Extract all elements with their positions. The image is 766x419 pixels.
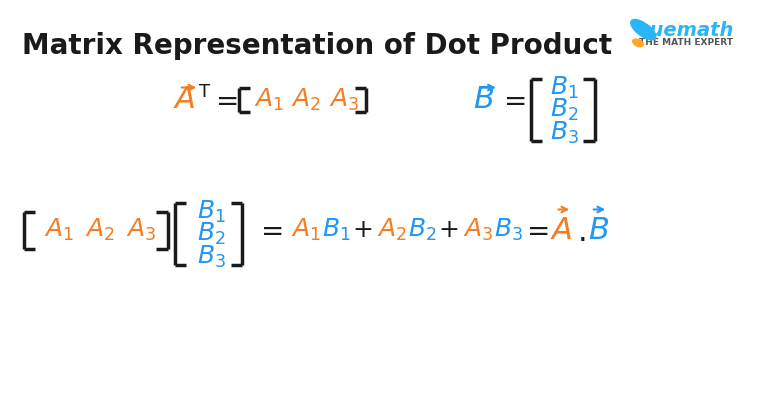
- Text: $B_2$: $B_2$: [550, 97, 579, 123]
- Text: cuemath: cuemath: [638, 21, 733, 40]
- Text: $\mathsf{T}$: $\mathsf{T}$: [198, 83, 211, 101]
- Text: $B_1$: $B_1$: [550, 75, 579, 101]
- Text: $A$: $A$: [551, 216, 573, 245]
- Text: $B_1$: $B_1$: [197, 199, 225, 225]
- Text: $=$: $=$: [521, 216, 548, 244]
- Text: $A_2$: $A_2$: [85, 217, 115, 243]
- Text: $A$: $A$: [173, 85, 195, 114]
- Text: $+$: $+$: [352, 218, 372, 242]
- Text: $B_1$: $B_1$: [322, 217, 351, 243]
- Text: $.$: $.$: [577, 218, 585, 247]
- Text: $B_3$: $B_3$: [494, 217, 523, 243]
- Text: THE MATH EXPERT: THE MATH EXPERT: [639, 38, 733, 47]
- Text: $+$: $+$: [438, 218, 459, 242]
- Text: $=$: $=$: [210, 86, 237, 114]
- Text: $B_2$: $B_2$: [408, 217, 437, 243]
- Text: $A_3$: $A_3$: [126, 217, 156, 243]
- Text: $B_2$: $B_2$: [197, 221, 225, 247]
- Text: $B_3$: $B_3$: [550, 120, 579, 146]
- Ellipse shape: [633, 39, 643, 47]
- Text: $B$: $B$: [588, 216, 609, 245]
- Text: $=$: $=$: [499, 86, 526, 114]
- Text: $=$: $=$: [255, 216, 283, 244]
- Text: Matrix Representation of Dot Product: Matrix Representation of Dot Product: [21, 32, 611, 60]
- Text: $A_1$: $A_1$: [291, 217, 321, 243]
- Text: $A_1$: $A_1$: [254, 87, 283, 113]
- Text: $A_3$: $A_3$: [329, 87, 358, 113]
- Text: $B$: $B$: [473, 85, 494, 114]
- Text: $B_3$: $B_3$: [197, 244, 225, 270]
- Text: $A_2$: $A_2$: [291, 87, 321, 113]
- Text: $A_3$: $A_3$: [463, 217, 493, 243]
- Text: $A_1$: $A_1$: [44, 217, 74, 243]
- Ellipse shape: [630, 20, 656, 40]
- Text: $A_2$: $A_2$: [378, 217, 408, 243]
